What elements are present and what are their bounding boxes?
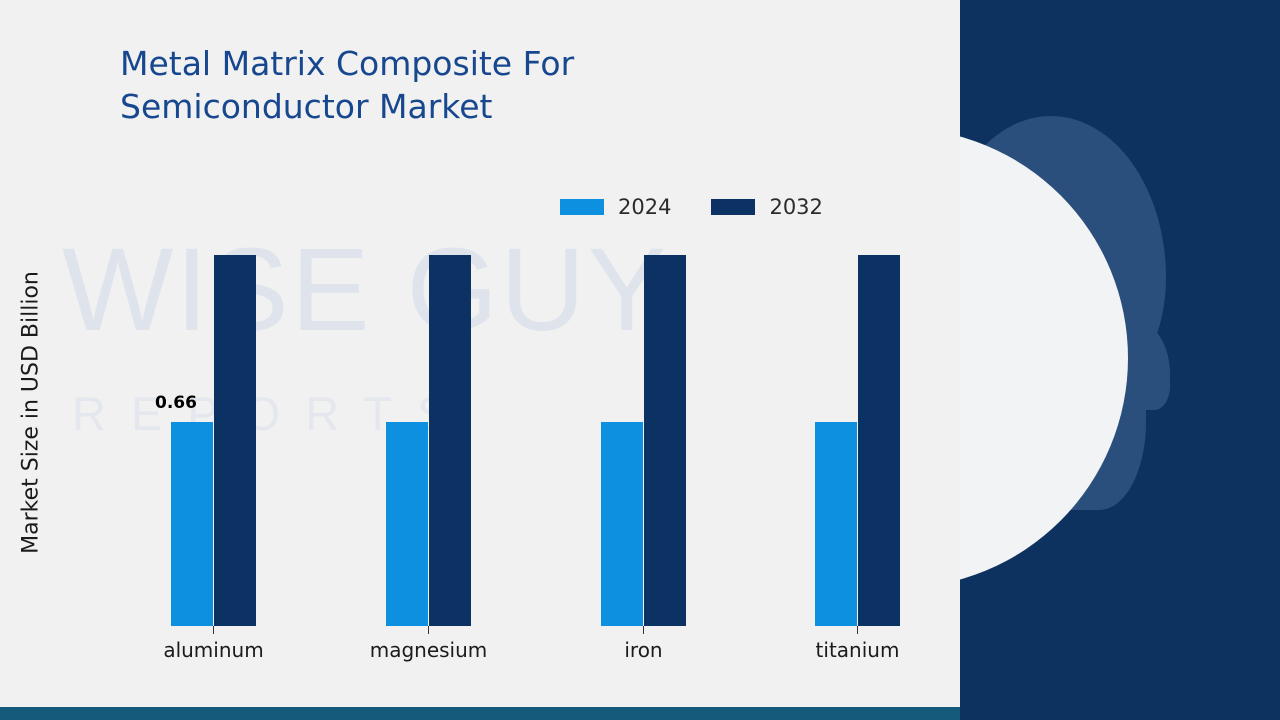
legend-swatch-2024	[560, 199, 604, 215]
bar-group: iron	[601, 230, 686, 662]
bar-value-label: 0.66	[155, 392, 197, 413]
legend-swatch-2032	[711, 199, 756, 215]
bar-chart: Market Size in USD Billion 0.66 aluminum m…	[18, 230, 930, 662]
x-axis-tick	[213, 626, 214, 634]
bar-aluminum-2024[interactable]	[171, 421, 213, 626]
x-axis-label-iron: iron	[624, 638, 663, 662]
plot-area: 0.66 aluminum magnesium iron titanium	[110, 230, 930, 662]
x-axis-label-aluminum: aluminum	[163, 638, 264, 662]
bar-titanium-2032[interactable]	[858, 254, 900, 626]
bar-group: magnesium	[370, 230, 487, 662]
bar-magnesium-2032[interactable]	[429, 254, 471, 626]
bar-aluminum-2032[interactable]	[214, 254, 256, 626]
x-axis-tick	[428, 626, 429, 634]
bar-magnesium-2024[interactable]	[386, 421, 428, 626]
y-axis-title: Market Size in USD Billion	[18, 271, 44, 554]
legend-item-2024[interactable]: 2024	[560, 195, 671, 219]
x-axis-label-titanium: titanium	[815, 638, 900, 662]
x-axis-tick	[643, 626, 644, 634]
brand-panel: WISE GUY R E P O R T S	[960, 0, 1280, 720]
chart-legend: 2024 2032	[560, 195, 823, 219]
bar-group: 0.66 aluminum	[155, 230, 264, 662]
bar-titanium-2024[interactable]	[815, 421, 857, 626]
page-title-line-1: Metal Matrix Composite For	[120, 44, 575, 83]
page-title-line-2: Semiconductor Market	[120, 87, 493, 126]
bar-iron-2032[interactable]	[644, 254, 686, 626]
bar-group: titanium	[815, 230, 900, 662]
page-title: Metal Matrix Composite For Semiconductor…	[120, 42, 740, 128]
legend-label-2032: 2032	[769, 195, 823, 219]
legend-item-2032[interactable]: 2032	[711, 195, 823, 219]
bar-iron-2024[interactable]	[601, 421, 643, 626]
legend-label-2024: 2024	[618, 195, 672, 219]
bottom-accent-strip	[0, 707, 960, 720]
x-axis-label-magnesium: magnesium	[369, 638, 488, 662]
x-axis-tick	[857, 626, 858, 634]
